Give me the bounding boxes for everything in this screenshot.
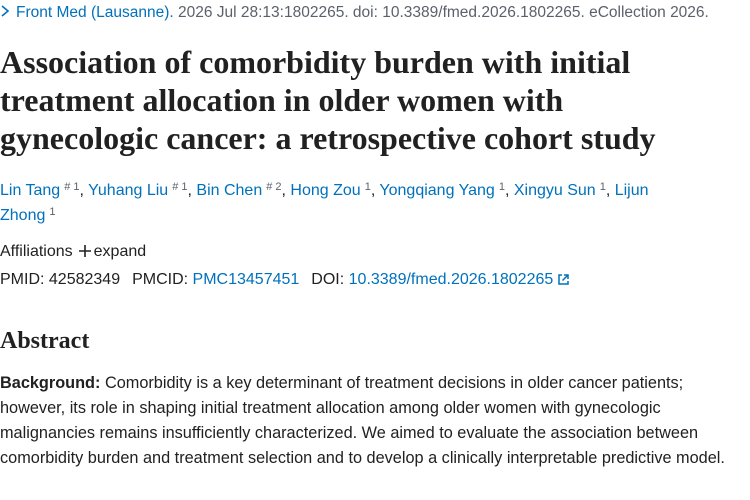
author-link[interactable]: Hong Zou [290,182,361,199]
abstract-label: Background: [0,374,101,392]
author-link[interactable]: Yongqiang Yang [379,182,495,199]
article-title: Association of comorbidity burden with i… [0,44,656,156]
plus-icon [78,245,91,257]
author-affiliation-mark: # 1 [172,181,188,193]
author-affiliation-mark: # 2 [266,181,282,193]
abstract-heading: Abstract [0,328,90,354]
author-separator: , [504,182,510,199]
author-link[interactable]: Bin Chen [196,182,263,199]
author: Lin Tang # 1, [0,181,84,200]
author-separator: , [605,182,611,199]
author-affiliation-mark: 1 [498,181,505,193]
author-link[interactable]: Lin Tang [0,182,61,199]
external-link-icon [558,274,570,285]
affiliations: Affiliations expand [0,243,146,261]
expand-toggle[interactable]: expand [93,243,147,260]
author: Hong Zou 1, [290,181,376,200]
journal-link[interactable]: Front Med (Lausanne). [16,4,174,21]
author: Bin Chen # 2, [196,181,286,200]
affiliations-label: Affiliations [0,243,73,260]
author-separator: , [370,182,376,199]
doi-link[interactable]: 10.3389/fmed.2026.1802265 [348,271,554,288]
doi-label: DOI: [311,271,345,288]
author: Yuhang Liu # 1, [88,181,192,200]
abstract-paragraph: Background: Comorbidity is a key determi… [0,371,745,471]
citation: Front Med (Lausanne). 2026 Jul 28:13:180… [0,4,709,22]
citation-details: 2026 Jul 28:13:1802265. doi: 10.3389/fme… [173,4,709,21]
identifiers: PMID: 42582349 PMCID: PMC13457451 DOI: 10.… [0,271,570,289]
author-affiliation-mark: 1 [49,206,56,218]
pmcid-link[interactable]: PMC13457451 [192,271,300,288]
chevron-icon [1,5,10,17]
author-affiliation-mark: # 1 [64,181,80,193]
author-link[interactable]: Yuhang Liu [88,182,169,199]
author-affiliation-mark: 1 [599,181,606,193]
author-separator: , [187,182,192,199]
pmcid-label: PMCID: [132,271,189,288]
author: Xingyu Sun 1, [513,181,611,200]
author-link[interactable]: Lijun Zhong [0,182,649,224]
pmid: 42582349 [48,271,121,288]
author: Lijun Zhong 1 [0,182,649,224]
author-list: Lin Tang # 1, Yuhang Liu # 1, Bin Chen # 2,… [0,178,700,228]
author-link[interactable]: Xingyu Sun [513,182,596,199]
author-separator: , [79,182,84,199]
pmid-label: PMID: [0,271,45,288]
author: Yongqiang Yang 1, [379,181,510,200]
author-separator: , [281,182,286,199]
author-affiliation-mark: 1 [364,181,371,193]
abstract-text: Comorbidity is a key determinant of trea… [0,374,725,467]
